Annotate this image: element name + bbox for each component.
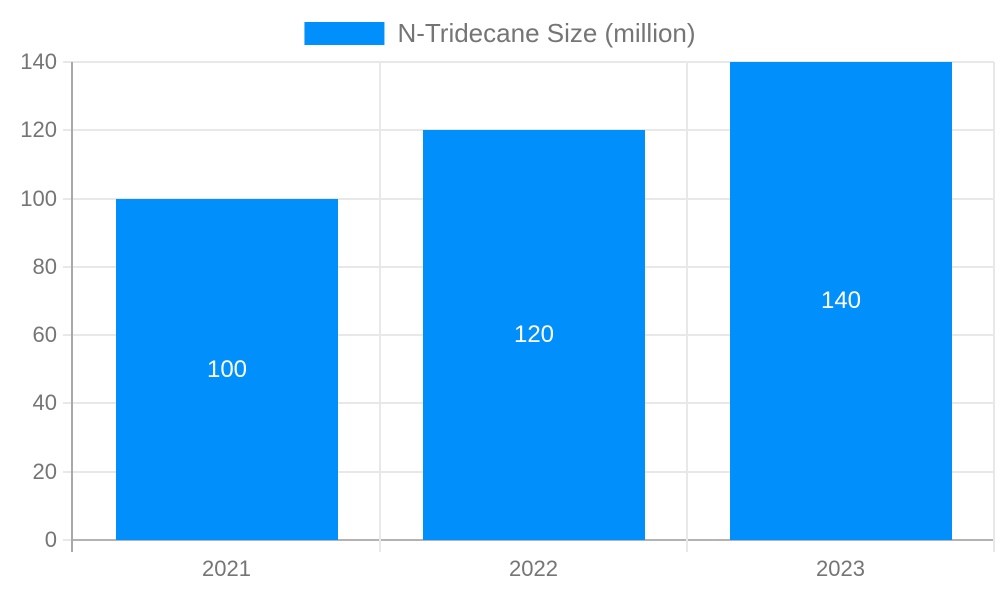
- category-separator: [993, 62, 995, 552]
- y-axis-tick: [63, 402, 73, 404]
- legend-swatch: [304, 22, 385, 45]
- y-axis-tick: [63, 471, 73, 473]
- bar-value-label: 100: [206, 355, 248, 383]
- category-separator: [686, 62, 688, 552]
- y-axis-tick-label: 20: [32, 459, 57, 484]
- legend-label: N-Tridecane Size (million): [397, 18, 696, 48]
- y-axis-tick-label: 140: [20, 49, 57, 74]
- y-axis-tick-label: 80: [32, 254, 57, 279]
- bar-2023[interactable]: 140: [730, 62, 952, 540]
- category-separator: [379, 62, 381, 552]
- y-axis-tick-label: 0: [44, 527, 57, 552]
- y-axis-tick: [63, 61, 73, 63]
- y-axis-tick: [63, 334, 73, 336]
- y-axis-tick-label: 60: [32, 322, 57, 347]
- x-axis-category-label: 2021: [202, 556, 251, 581]
- chart-legend[interactable]: N-Tridecane Size (million): [304, 18, 696, 49]
- y-axis-tick: [63, 266, 73, 268]
- bar-value-label: 140: [820, 287, 862, 314]
- bar-2021[interactable]: 100: [116, 199, 338, 540]
- x-axis-category-label: 2022: [509, 556, 558, 581]
- y-axis-tick: [63, 539, 73, 541]
- y-gridline: [73, 61, 994, 63]
- y-axis-tick-label: 120: [20, 117, 57, 142]
- bar-2022[interactable]: 120: [423, 130, 645, 540]
- x-axis-baseline: [73, 539, 994, 541]
- y-axis-tick: [63, 129, 73, 131]
- x-axis-category-label: 2023: [816, 556, 865, 581]
- bar-value-label: 120: [513, 321, 555, 348]
- y-axis-tick-label: 40: [32, 390, 57, 415]
- y-axis-tick: [63, 198, 73, 200]
- y-axis-tick-label: 100: [20, 186, 57, 211]
- y-axis-line: [71, 62, 73, 552]
